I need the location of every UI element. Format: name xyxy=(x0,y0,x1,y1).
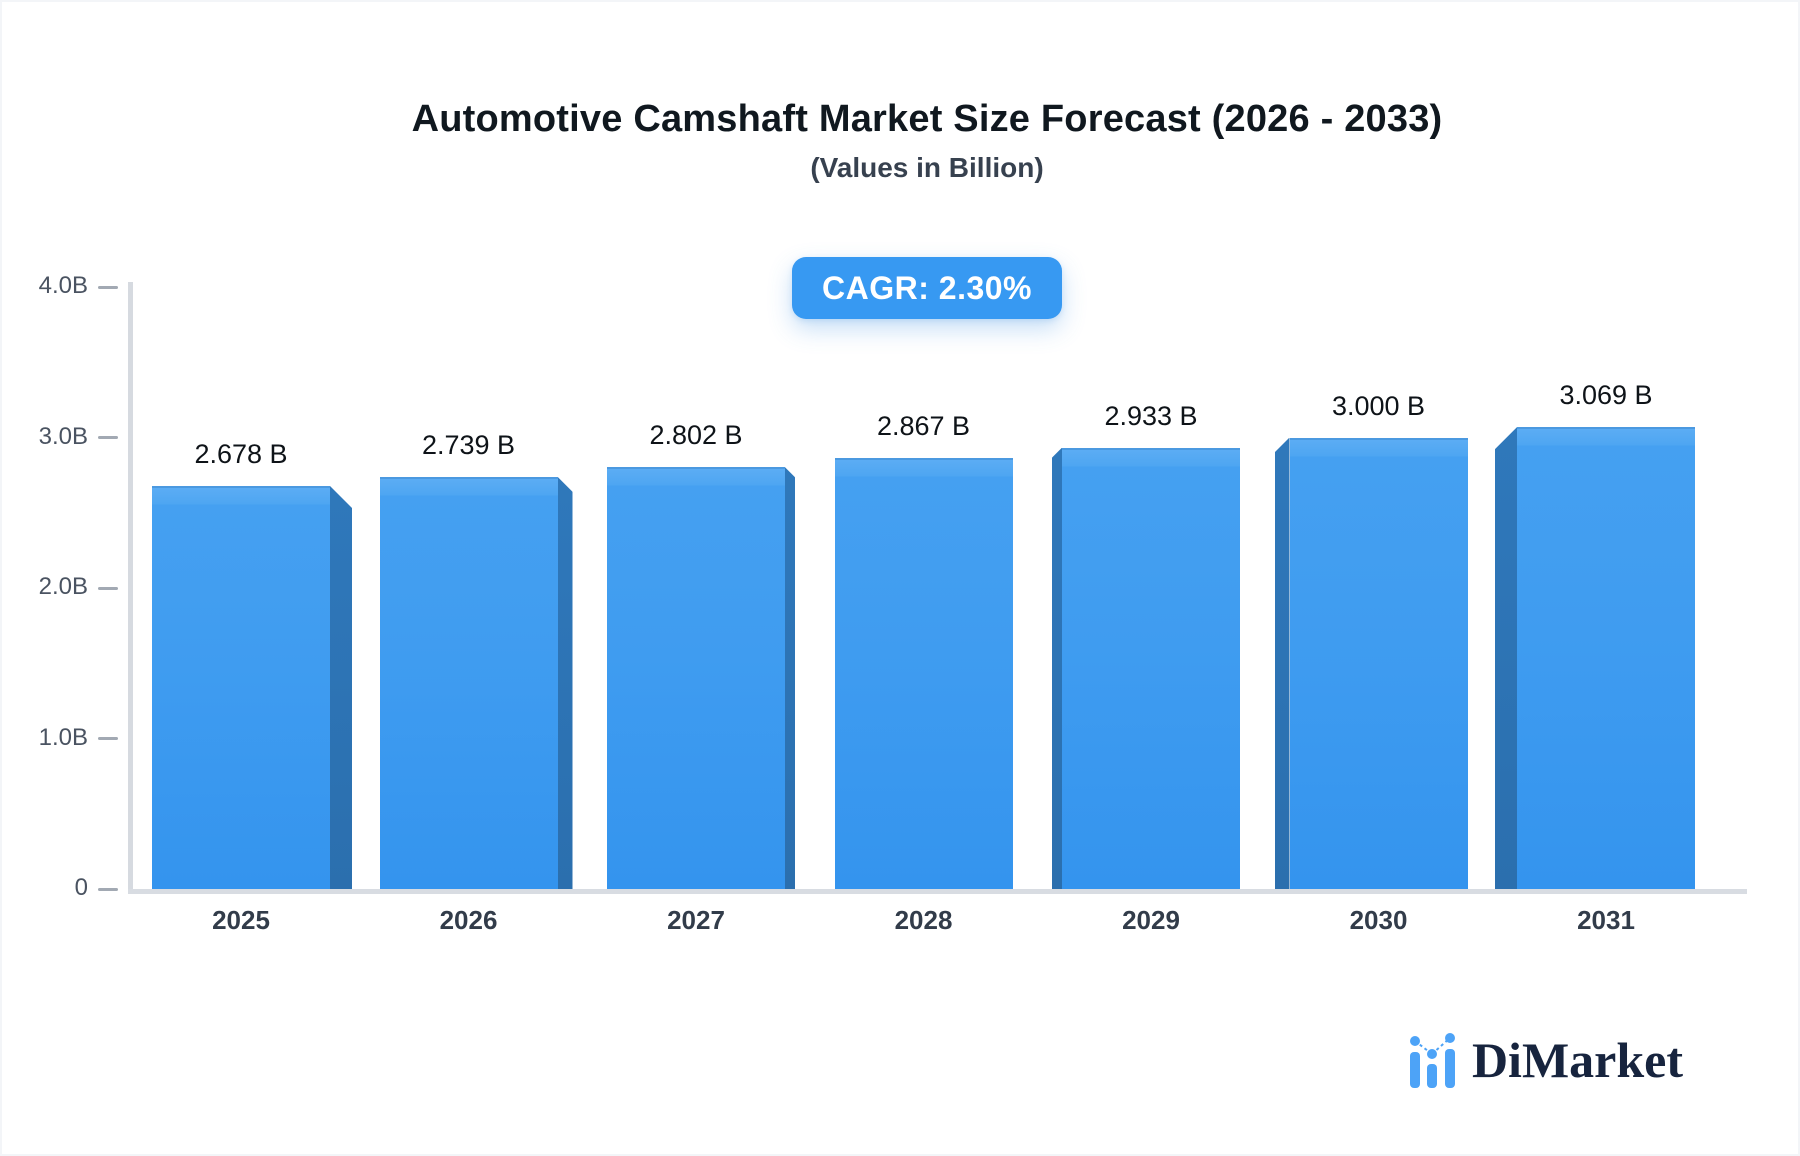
x-tick-label: 2029 xyxy=(1122,905,1180,935)
x-tick-label: 2030 xyxy=(1349,905,1408,935)
y-tick-dash xyxy=(98,285,118,289)
chart-subtitle: (Values in Billion) xyxy=(810,152,1044,183)
mini-bar-chart-logo-icon xyxy=(1409,1033,1455,1088)
bar-side-face xyxy=(785,467,795,889)
bar-side-face xyxy=(1274,437,1290,889)
bar-side-face xyxy=(557,476,573,889)
bar xyxy=(834,457,1013,889)
x-tick-label: 2028 xyxy=(894,905,953,935)
y-tick-dash xyxy=(98,737,118,740)
bar xyxy=(1289,437,1468,889)
bar xyxy=(379,476,558,889)
y-tick-label: 4.0B xyxy=(38,272,88,299)
bar xyxy=(607,467,785,889)
bar-value-label: 3.000 B xyxy=(1331,390,1426,421)
y-tick-label: 1.0B xyxy=(38,723,88,751)
x-tick-label: 2027 xyxy=(667,905,725,935)
x-axis-line xyxy=(128,889,1747,894)
cagr-badge-row: CAGR: 2.30% xyxy=(2,257,1798,319)
bar-side-face xyxy=(1495,427,1517,889)
cagr-badge: CAGR: 2.30% xyxy=(792,257,1062,319)
y-tick-dash xyxy=(98,887,118,891)
bar xyxy=(152,485,330,889)
brand-logo: DiMarket xyxy=(1408,1032,1683,1088)
y-tick-dash xyxy=(98,436,118,439)
bar-value-label: 2.867 B xyxy=(876,410,971,441)
y-tick-label: 3.0B xyxy=(38,422,88,450)
bar-side-face xyxy=(330,485,352,889)
bar-value-label: 2.933 B xyxy=(1104,400,1198,431)
x-tick-label: 2025 xyxy=(212,905,270,935)
chart-title: Automotive Camshaft Market Size Forecast… xyxy=(411,98,1443,140)
y-tick-dash xyxy=(98,586,118,590)
brand-name: DiMarket xyxy=(1471,1032,1683,1088)
y-tick-label: 0 xyxy=(74,874,88,901)
bar-value-label: 2.802 B xyxy=(649,420,743,451)
bar xyxy=(1062,447,1240,889)
bar-value-label: 3.069 B xyxy=(1559,380,1653,411)
bar-value-label: 2.739 B xyxy=(421,429,516,460)
x-tick-label: 2031 xyxy=(1577,905,1635,935)
bar xyxy=(1517,427,1695,889)
y-tick-label: 2.0B xyxy=(38,573,88,600)
y-axis-line xyxy=(128,282,133,894)
bar-value-label: 2.678 B xyxy=(194,438,288,469)
bar-side-face xyxy=(1052,447,1062,889)
x-tick-label: 2026 xyxy=(439,905,498,935)
